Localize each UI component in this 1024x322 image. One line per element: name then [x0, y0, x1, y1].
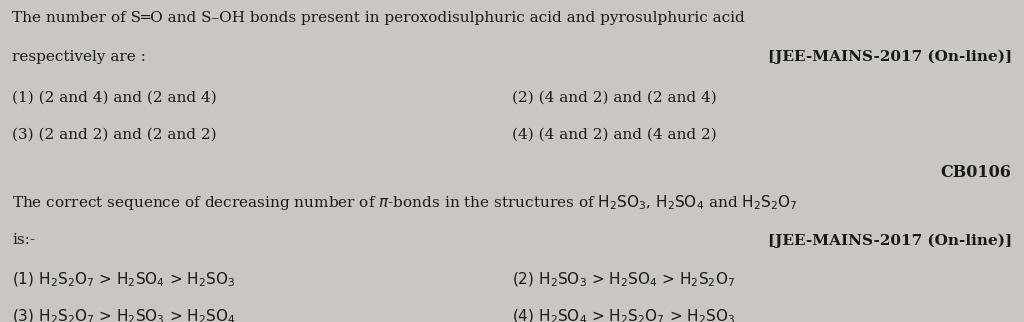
Text: The correct sequence of decreasing number of $\mathit{\pi}$-bonds in the structu: The correct sequence of decreasing numbe… — [12, 193, 798, 212]
Text: (3) $\mathrm{H_2S_2O_7}$ > $\mathrm{H_2SO_3}$ > $\mathrm{H_2SO_4}$: (3) $\mathrm{H_2S_2O_7}$ > $\mathrm{H_2S… — [12, 308, 236, 322]
Text: (4) (4 and 2) and (4 and 2): (4) (4 and 2) and (4 and 2) — [512, 127, 717, 141]
Text: [JEE-MAINS-2017 (On-line)]: [JEE-MAINS-2017 (On-line)] — [768, 50, 1012, 64]
Text: (2) $\mathrm{H_2SO_3}$ > $\mathrm{H_2SO_4}$ > $\mathrm{H_2S_2O_7}$: (2) $\mathrm{H_2SO_3}$ > $\mathrm{H_2SO_… — [512, 270, 735, 289]
Text: (1) $\mathrm{H_2S_2O_7}$ > $\mathrm{H_2SO_4}$ > $\mathrm{H_2SO_3}$: (1) $\mathrm{H_2S_2O_7}$ > $\mathrm{H_2S… — [12, 270, 236, 289]
Text: (2) (4 and 2) and (2 and 4): (2) (4 and 2) and (2 and 4) — [512, 90, 717, 104]
Text: (3) (2 and 2) and (2 and 2): (3) (2 and 2) and (2 and 2) — [12, 127, 217, 141]
Text: CB0106: CB0106 — [941, 164, 1012, 181]
Text: The number of S═O and S–OH bonds present in peroxodisulphuric acid and pyrosulph: The number of S═O and S–OH bonds present… — [12, 11, 745, 25]
Text: [JEE-MAINS-2017 (On-line)]: [JEE-MAINS-2017 (On-line)] — [768, 233, 1012, 248]
Text: (1) (2 and 4) and (2 and 4): (1) (2 and 4) and (2 and 4) — [12, 90, 217, 104]
Text: respectively are :: respectively are : — [12, 50, 146, 64]
Text: (4) $\mathrm{H_2SO_4}$ > $\mathrm{H_2S_2O_7}$ > $\mathrm{H_2SO_3}$: (4) $\mathrm{H_2SO_4}$ > $\mathrm{H_2S_2… — [512, 308, 735, 322]
Text: is:-: is:- — [12, 233, 35, 247]
